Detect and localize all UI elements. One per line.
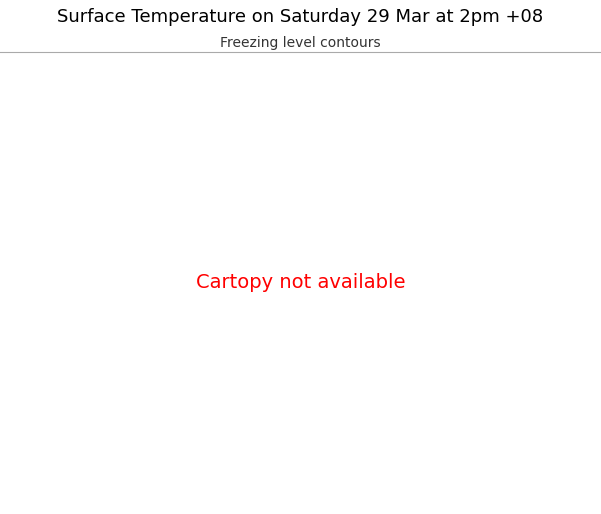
Text: Freezing level contours: Freezing level contours (220, 35, 381, 50)
Text: Surface Temperature on Saturday 29 Mar at 2pm +08: Surface Temperature on Saturday 29 Mar a… (58, 8, 543, 26)
Text: Cartopy not available: Cartopy not available (196, 273, 405, 292)
